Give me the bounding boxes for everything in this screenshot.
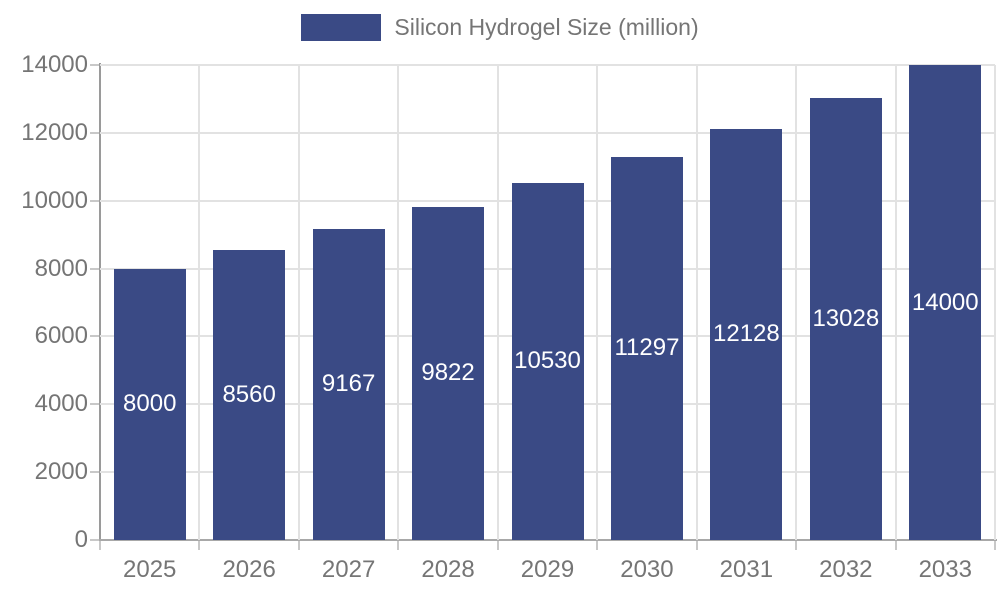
gridline-v	[795, 65, 798, 540]
x-tick-label: 2030	[620, 556, 674, 583]
gridline-v	[596, 65, 599, 540]
gridline-v	[496, 65, 499, 540]
gridline-h	[100, 131, 995, 134]
x-axis-line	[98, 539, 997, 541]
bar-value-label: 9167	[321, 370, 376, 398]
bar-value-label: 9822	[421, 359, 475, 387]
bar-value-label: 8560	[222, 380, 276, 408]
y-axis-tick	[90, 199, 99, 202]
y-tick-label: 12000	[21, 118, 88, 146]
legend-label: Silicon Hydrogel Size (million)	[394, 14, 699, 40]
bar: 13028	[809, 97, 882, 540]
x-tick-label: 2025	[123, 556, 177, 583]
y-tick-label: 14000	[21, 51, 88, 78]
bar: 8560	[213, 249, 286, 540]
gridline-v	[198, 65, 201, 540]
bar: 9167	[312, 228, 385, 540]
bar-value-label: 12128	[713, 320, 780, 348]
bar-value-label: 10530	[514, 347, 581, 375]
x-axis-tick	[795, 541, 798, 550]
bar: 9822	[412, 206, 485, 540]
bar: 14000	[909, 65, 982, 540]
x-axis-tick	[695, 541, 698, 550]
bar-value-label: 13028	[812, 304, 880, 332]
x-tick-label: 2029	[520, 556, 575, 583]
legend-item[interactable]: Silicon Hydrogel Size (million)	[0, 14, 1000, 41]
y-axis-line	[99, 63, 101, 542]
bar: 12128	[710, 128, 783, 540]
bar: 10530	[511, 182, 584, 540]
y-axis-tick	[90, 335, 99, 338]
gridline-v	[994, 65, 996, 540]
plot-area: 8000 8560 9167 9822 10530 11297 12128 13028 1400…	[100, 64, 996, 540]
y-axis-tick	[90, 64, 99, 66]
legend-swatch	[301, 14, 382, 41]
x-axis-tick	[894, 541, 897, 550]
y-axis-tick	[90, 403, 99, 406]
x-tick-label: 2026	[222, 556, 276, 583]
y-tick-label: 8000	[34, 254, 88, 282]
x-axis-tick	[596, 541, 599, 550]
y-tick-label: 0	[74, 526, 88, 553]
y-tick-label: 6000	[34, 322, 88, 350]
gridline-h	[100, 64, 995, 66]
y-axis-tick	[90, 471, 99, 474]
y-axis-tick	[90, 131, 99, 134]
y-tick-label: 4000	[34, 390, 88, 418]
x-tick-label: 2031	[719, 556, 774, 583]
x-axis-tick	[297, 541, 300, 550]
y-axis-tick	[90, 539, 99, 541]
x-tick-label: 2028	[421, 556, 475, 583]
x-axis-tick	[198, 541, 201, 550]
bar-value-label: 14000	[911, 288, 979, 316]
y-axis-tick	[90, 267, 99, 270]
gridline-v	[297, 65, 300, 540]
bar: 8000	[113, 268, 186, 540]
x-tick-label: 2032	[819, 556, 873, 583]
x-axis-tick	[496, 541, 499, 550]
x-tick-label: 2033	[918, 556, 972, 583]
x-tick-label: 2027	[321, 556, 376, 583]
gridline-v	[695, 65, 698, 540]
x-axis-tick	[994, 541, 996, 550]
bar-value-label: 8000	[123, 390, 177, 418]
y-tick-label: 2000	[34, 458, 88, 486]
gridline-v	[894, 65, 897, 540]
x-axis-tick	[397, 541, 400, 550]
gridline-v	[397, 65, 400, 540]
bar: 11297	[610, 156, 683, 540]
y-tick-label: 10000	[21, 186, 88, 214]
bar-value-label: 11297	[614, 334, 680, 362]
x-axis-tick	[99, 541, 101, 550]
